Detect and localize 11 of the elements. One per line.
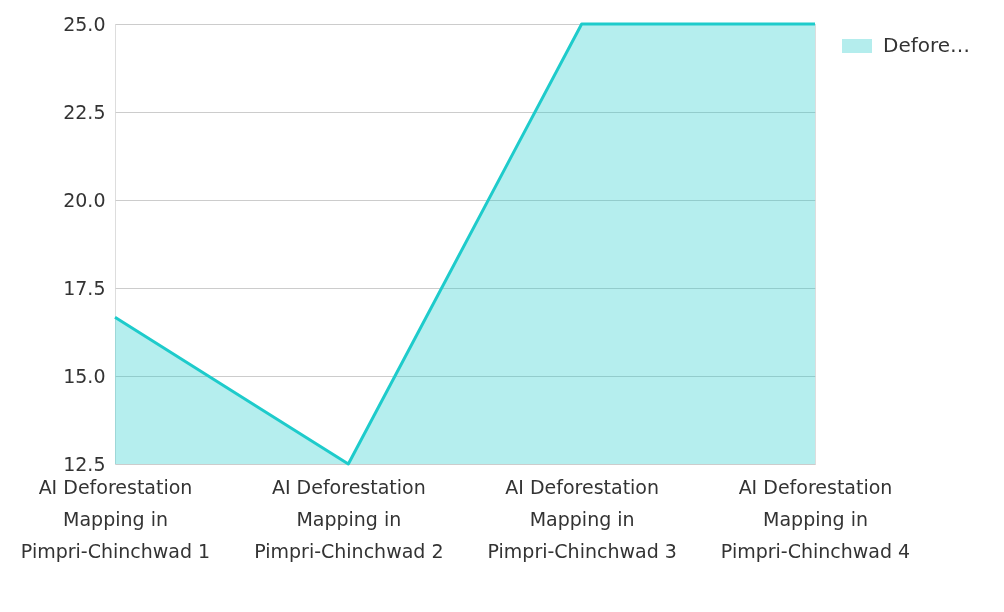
- legend-label: Defore…: [883, 33, 971, 57]
- y-tick-label: 25.0: [63, 12, 106, 35]
- y-tick-label: 17.5: [63, 276, 106, 299]
- x-tick-label: AI Deforestation Mapping in Pimpri-Chinchwad 4: [720, 475, 911, 562]
- x-tick-label: AI Deforestation Mapping in Pimpri-Chinchwad 3: [487, 475, 677, 562]
- y-tick-label: 15.0: [63, 364, 106, 387]
- x-tick-label: AI Deforestation Mapping in Pimpri-Chinchwad 1: [20, 475, 211, 562]
- y-tick-label: 12.5: [63, 452, 106, 475]
- y-tick-label: 22.5: [63, 100, 106, 123]
- y-tick-label: 20.0: [63, 188, 106, 211]
- x-tick-label: AI Deforestation Mapping in Pimpri-Chinchwad 2: [254, 475, 444, 562]
